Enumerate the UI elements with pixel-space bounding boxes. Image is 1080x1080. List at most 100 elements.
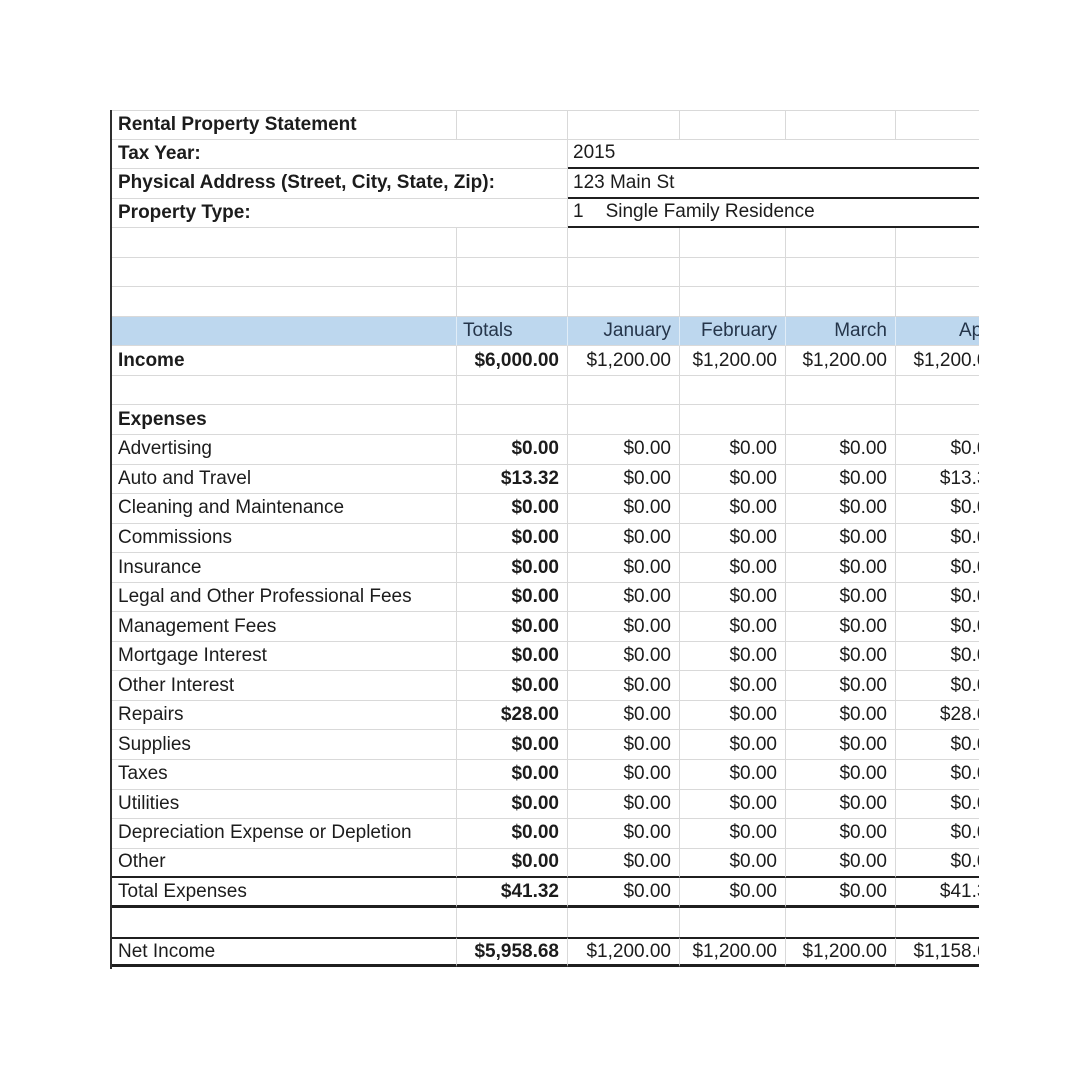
empty-cell[interactable] [896, 376, 979, 406]
expense-label[interactable]: Auto and Travel [112, 464, 457, 495]
empty-cell[interactable] [568, 907, 680, 938]
expense-month-value[interactable]: $0.00 [896, 790, 979, 820]
empty-cell[interactable] [786, 287, 896, 317]
expense-month-value[interactable]: $0.00 [568, 671, 680, 701]
empty-cell[interactable] [680, 287, 786, 317]
expense-month-value[interactable]: $0.00 [786, 435, 896, 465]
expense-month-value[interactable]: $0.00 [786, 523, 896, 554]
expense-month-value[interactable]: $0.00 [786, 730, 896, 761]
expense-month-value[interactable]: $0.00 [680, 819, 786, 849]
info-label[interactable]: Property Type: [112, 198, 568, 229]
empty-cell[interactable] [568, 405, 680, 436]
income-month-value[interactable]: $1,200.00 [786, 346, 896, 376]
income-month-value[interactable]: $1,200.00 [568, 346, 680, 376]
expense-month-value[interactable]: $0.00 [568, 760, 680, 790]
expense-month-value[interactable]: $0.00 [568, 641, 680, 672]
expense-label[interactable]: Insurance [112, 553, 457, 583]
expense-month-value[interactable]: $0.00 [786, 494, 896, 524]
empty-cell[interactable] [457, 257, 568, 288]
expense-total[interactable]: $0.00 [457, 494, 568, 524]
expense-label[interactable]: Repairs [112, 700, 457, 731]
income-month-value[interactable]: $1,200.00 [680, 346, 786, 376]
expense-label[interactable]: Cleaning and Maintenance [112, 494, 457, 524]
expense-month-value[interactable]: $0.00 [786, 789, 896, 820]
info-label[interactable]: Physical Address (Street, City, State, Z… [112, 169, 568, 199]
empty-cell[interactable] [112, 375, 457, 406]
info-value[interactable]: 1 Single Family Residence [568, 199, 979, 229]
expense-month-value[interactable]: $0.00 [896, 435, 979, 465]
empty-cell[interactable] [680, 110, 786, 140]
expense-month-value[interactable]: $0.00 [680, 494, 786, 524]
header-month[interactable]: January [568, 316, 680, 347]
empty-cell[interactable] [896, 908, 979, 938]
header-month[interactable]: April [896, 316, 979, 347]
empty-cell[interactable] [568, 257, 680, 288]
empty-cell[interactable] [680, 375, 786, 406]
expense-month-value[interactable]: $0.00 [680, 612, 786, 642]
expense-label[interactable]: Utilities [112, 789, 457, 820]
expense-total[interactable]: $0.00 [457, 435, 568, 465]
expense-month-value[interactable]: $0.00 [896, 730, 979, 761]
expense-month-value[interactable]: $0.00 [680, 435, 786, 465]
empty-cell[interactable] [896, 287, 979, 317]
expense-total[interactable]: $0.00 [457, 553, 568, 583]
empty-cell[interactable] [680, 907, 786, 938]
income-month-value[interactable]: $1,200.00 [896, 346, 979, 376]
total-expenses-label[interactable]: Total Expenses [112, 878, 457, 908]
expenses-title[interactable]: Expenses [112, 405, 457, 436]
expense-month-value[interactable]: $0.00 [568, 435, 680, 465]
info-value[interactable]: 123 Main St [568, 169, 979, 199]
total-expenses-month-value[interactable]: $0.00 [680, 878, 786, 908]
empty-cell[interactable] [112, 228, 457, 258]
expense-label[interactable]: Other Interest [112, 671, 457, 701]
expense-month-value[interactable]: $0.00 [896, 524, 979, 554]
expense-month-value[interactable]: $0.00 [680, 848, 786, 879]
expense-month-value[interactable]: $0.00 [680, 641, 786, 672]
expense-month-value[interactable]: $0.00 [680, 760, 786, 790]
empty-cell[interactable] [457, 375, 568, 406]
expense-month-value[interactable]: $0.00 [680, 553, 786, 583]
total-expenses-month-value[interactable]: $0.00 [568, 878, 680, 908]
empty-cell[interactable] [568, 375, 680, 406]
expense-month-value[interactable]: $0.00 [896, 671, 979, 701]
expense-total[interactable]: $0.00 [457, 760, 568, 790]
total-expenses-month-value[interactable]: $41.32 [896, 878, 979, 908]
expense-month-value[interactable]: $28.00 [896, 701, 979, 731]
expense-month-value[interactable]: $0.00 [568, 700, 680, 731]
expense-month-value[interactable]: $0.00 [568, 612, 680, 642]
empty-cell[interactable] [680, 405, 786, 436]
expense-total[interactable]: $0.00 [457, 523, 568, 554]
info-value[interactable]: 2015 [568, 140, 979, 170]
empty-cell[interactable] [786, 405, 896, 436]
header-totals[interactable]: Totals [457, 316, 568, 347]
empty-cell[interactable] [112, 907, 457, 938]
empty-cell[interactable] [786, 228, 896, 258]
header-month[interactable]: March [786, 316, 896, 347]
expense-month-value[interactable]: $0.00 [786, 700, 896, 731]
expense-total[interactable]: $0.00 [457, 612, 568, 642]
empty-cell[interactable] [896, 110, 979, 140]
expense-month-value[interactable]: $0.00 [568, 494, 680, 524]
net-income-label[interactable]: Net Income [112, 937, 457, 967]
expense-label[interactable]: Legal and Other Professional Fees [112, 582, 457, 613]
expense-month-value[interactable]: $0.00 [786, 612, 896, 642]
income-total[interactable]: $6,000.00 [457, 346, 568, 376]
expense-month-value[interactable]: $0.00 [896, 819, 979, 849]
expense-label[interactable]: Mortgage Interest [112, 641, 457, 672]
expense-month-value[interactable]: $0.00 [786, 641, 896, 672]
expense-month-value[interactable]: $0.00 [786, 582, 896, 613]
empty-cell[interactable] [457, 228, 568, 258]
expense-total[interactable]: $0.00 [457, 582, 568, 613]
expense-month-value[interactable]: $0.00 [680, 730, 786, 761]
expense-label[interactable]: Commissions [112, 523, 457, 554]
empty-cell[interactable] [457, 405, 568, 436]
expense-label[interactable]: Supplies [112, 730, 457, 761]
expense-month-value[interactable]: $0.00 [786, 553, 896, 583]
expense-total[interactable]: $0.00 [457, 671, 568, 701]
expense-month-value[interactable]: $0.00 [568, 848, 680, 879]
empty-cell[interactable] [568, 228, 680, 258]
empty-cell[interactable] [112, 257, 457, 288]
expense-month-value[interactable]: $0.00 [896, 583, 979, 613]
empty-cell[interactable] [568, 110, 680, 140]
empty-cell[interactable] [680, 228, 786, 258]
